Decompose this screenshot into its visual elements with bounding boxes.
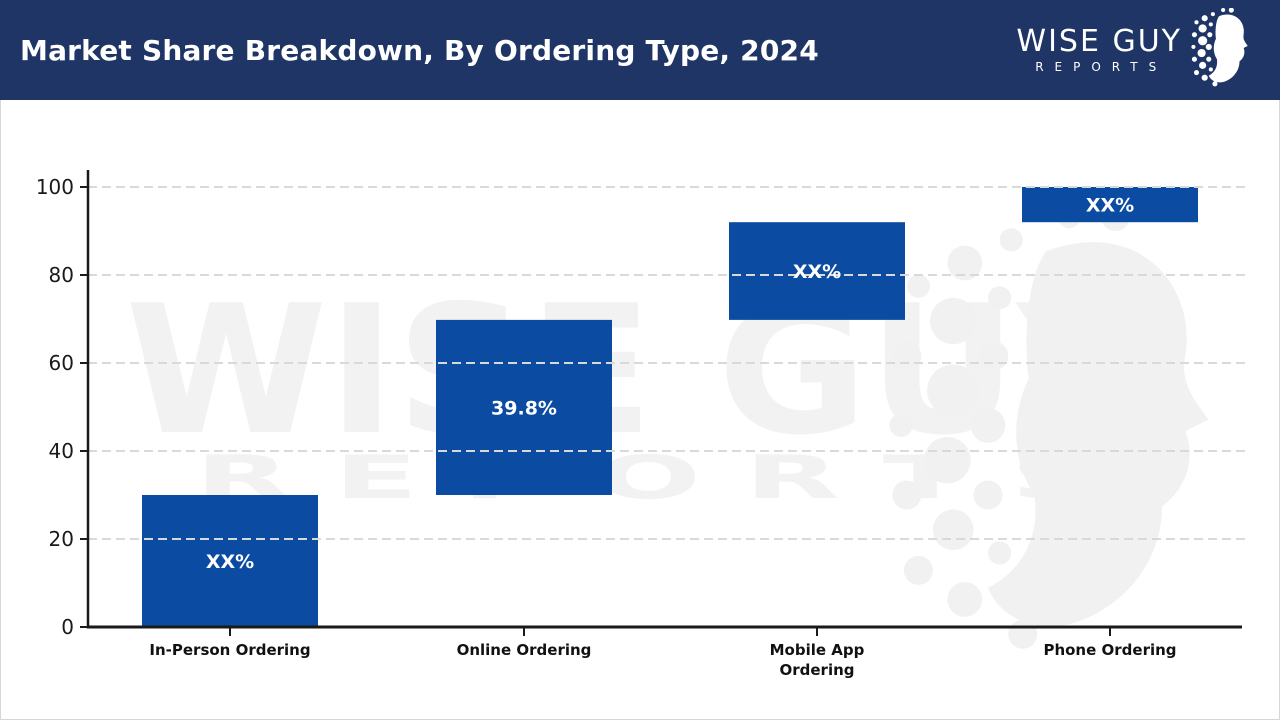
bar-value-label: 39.8% <box>491 397 557 419</box>
y-tick-label: 20 <box>49 527 74 551</box>
x-category-label: Online Ordering <box>457 641 592 659</box>
y-tick-label: 80 <box>49 263 74 287</box>
brand-name: WISE GUY <box>1016 24 1182 59</box>
bar-value-label: XX% <box>1086 195 1134 217</box>
brand-logo: WISE GUY REPORTS <box>1016 8 1252 92</box>
bar-4 <box>1022 187 1198 223</box>
y-tick-label: 0 <box>61 615 74 639</box>
y-tick-label: 40 <box>49 439 74 463</box>
x-category-label: Ordering <box>779 661 854 679</box>
bar-value-label: XX% <box>793 261 841 283</box>
bar-1 <box>142 495 318 627</box>
y-tick-label: 60 <box>49 351 74 375</box>
header-bar: Market Share Breakdown, By Ordering Type… <box>0 0 1280 100</box>
brand-subtitle: REPORTS <box>1035 60 1168 74</box>
chart-title: Market Share Breakdown, By Ordering Type… <box>20 33 819 67</box>
bar-value-label: XX% <box>206 551 254 573</box>
x-category-label: In-Person Ordering <box>149 641 310 659</box>
brand-logo-text: WISE GUY REPORTS <box>1016 24 1182 74</box>
bar-3 <box>729 222 905 320</box>
x-category-label: Phone Ordering <box>1043 641 1176 659</box>
x-category-label: Mobile App <box>770 641 865 659</box>
brand-face-icon <box>1191 8 1248 87</box>
y-tick-label: 100 <box>36 175 74 199</box>
bar-2 <box>436 319 612 495</box>
